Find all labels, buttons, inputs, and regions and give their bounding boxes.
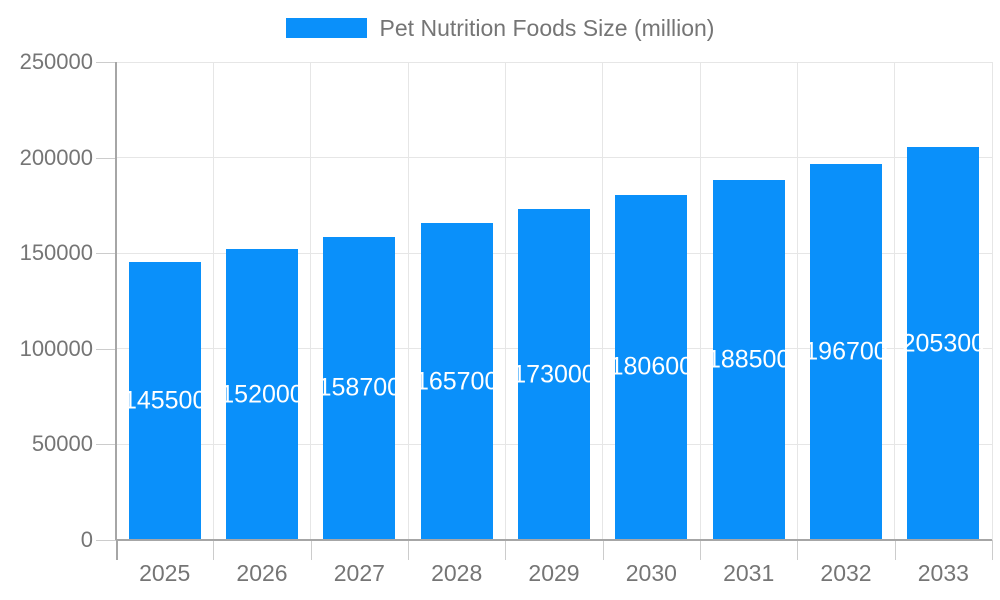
x-tick-mark: [894, 540, 896, 560]
h-gridline: [116, 157, 992, 159]
y-tick-mark: [96, 540, 116, 541]
y-tick-mark: [96, 157, 116, 159]
x-tick-mark: [992, 540, 993, 560]
bar-value-label: 145500: [122, 386, 207, 415]
bar-value-label: 173000: [512, 360, 596, 389]
x-tick-mark: [116, 540, 118, 560]
x-tick-label: 2028: [431, 560, 483, 586]
y-tick-label: 150000: [19, 240, 93, 266]
y-tick-label: 250000: [19, 49, 93, 74]
y-axis-line: [115, 62, 117, 540]
y-tick-mark: [96, 444, 116, 446]
v-gridline: [504, 62, 506, 540]
legend[interactable]: Pet Nutrition Foods Size (million): [0, 12, 1000, 44]
bar-2031[interactable]: [712, 179, 785, 540]
x-tick-label: 2029: [528, 560, 580, 586]
x-tick-mark: [408, 540, 409, 560]
v-gridline: [310, 62, 312, 540]
bar-2028[interactable]: [420, 223, 493, 540]
bar-value-label: 205300: [901, 329, 986, 358]
bar-2026[interactable]: [226, 249, 298, 540]
bar-2025[interactable]: [128, 261, 201, 540]
bar-2027[interactable]: [323, 236, 396, 540]
y-tick-label: 50000: [31, 431, 93, 457]
y-tick-label: 0: [80, 527, 93, 552]
legend-swatch-icon: [285, 18, 367, 38]
x-axis-line: [116, 539, 992, 541]
x-tick-label: 2030: [625, 560, 677, 586]
v-gridline: [212, 62, 214, 540]
y-tick-label: 100000: [19, 335, 93, 361]
x-tick-mark: [602, 540, 604, 560]
bar-2032[interactable]: [810, 163, 882, 540]
v-gridline: [796, 62, 798, 540]
h-gridline: [116, 61, 992, 63]
y-tick-mark: [96, 62, 116, 63]
v-gridline: [991, 62, 993, 540]
bar-2029[interactable]: [518, 209, 590, 540]
bar-value-label: 152000: [220, 380, 304, 409]
v-gridline: [894, 62, 896, 540]
bar-value-label: 196700: [804, 337, 888, 366]
v-gridline: [699, 62, 701, 540]
bar-value-label: 158700: [317, 373, 402, 402]
x-tick-mark: [505, 540, 507, 560]
y-tick-mark: [96, 253, 116, 255]
x-tick-label: 2031: [723, 560, 775, 586]
y-tick-label: 200000: [19, 144, 93, 170]
x-tick-mark: [213, 540, 215, 560]
plot-area: 145500 152000 158700 165700 173000 180600 1885…: [115, 61, 993, 541]
x-tick-mark: [700, 540, 701, 560]
bar-value-label: 180600: [609, 352, 694, 381]
x-tick-mark: [310, 540, 312, 560]
x-tick-label: 2026: [236, 560, 288, 586]
bar-2033[interactable]: [907, 147, 980, 540]
x-tick-label: 2025: [139, 560, 191, 586]
legend-label: Pet Nutrition Foods Size (million): [379, 14, 715, 41]
v-gridline: [407, 62, 409, 540]
x-tick-label: 2032: [820, 560, 872, 586]
x-tick-mark: [797, 540, 799, 560]
y-tick-mark: [96, 348, 116, 350]
bar-2030[interactable]: [615, 194, 688, 540]
x-tick-label: 2033: [917, 560, 969, 586]
x-tick-label: 2027: [333, 560, 385, 586]
v-gridline: [602, 62, 604, 540]
bar-value-label: 165700: [414, 367, 499, 396]
bar-value-label: 188500: [706, 345, 791, 374]
